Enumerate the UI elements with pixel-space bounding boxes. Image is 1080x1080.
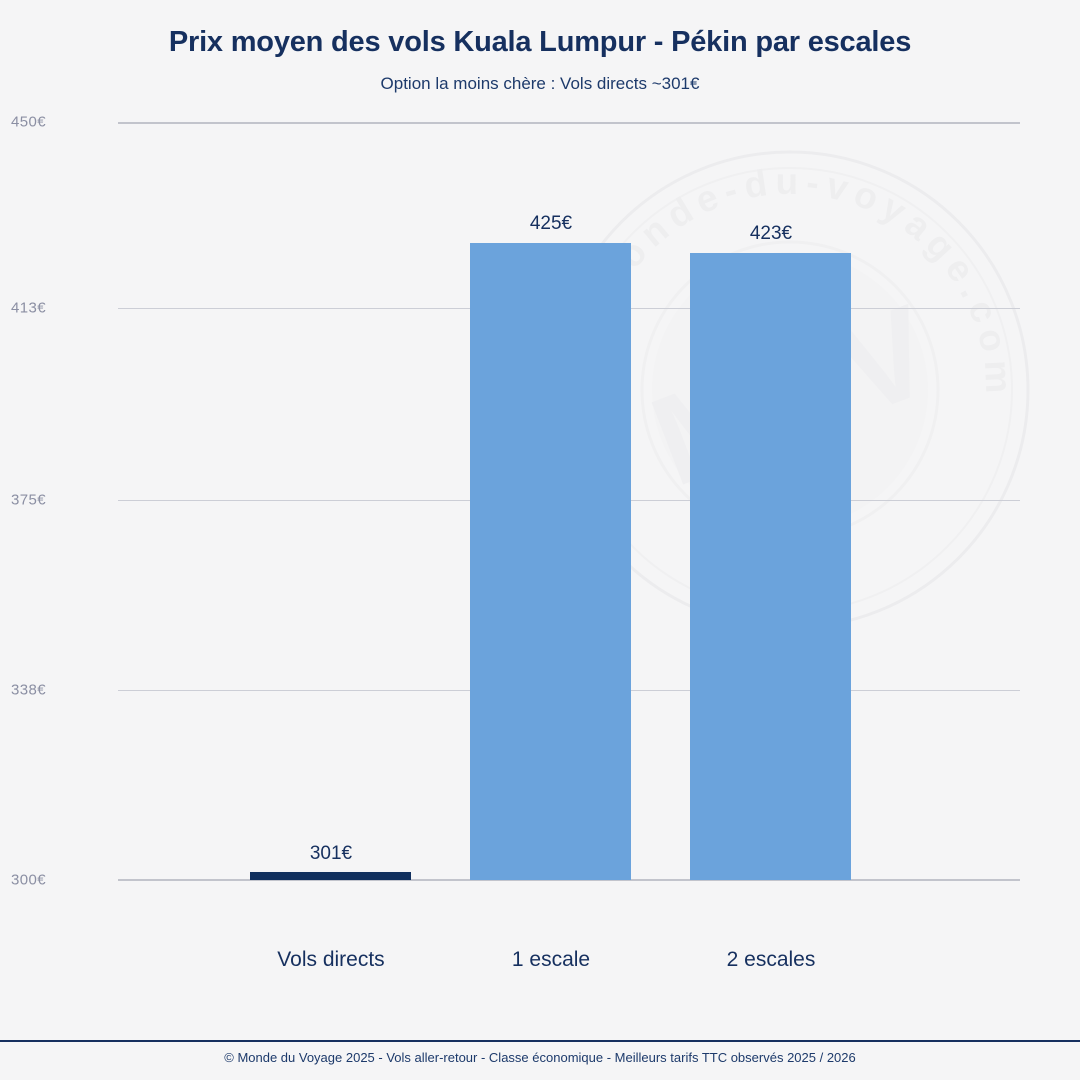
plot-area	[118, 122, 1020, 881]
bar-vols-directs[interactable]	[250, 872, 411, 880]
y-tick-label-338: 338€	[11, 681, 46, 699]
y-tick-label-300: 300€	[11, 871, 46, 889]
bar-value-vols-directs: 301€	[309, 843, 353, 864]
gridline-450	[118, 122, 1020, 124]
chart-subtitle: Option la moins chère : Vols directs ~30…	[380, 74, 700, 93]
category-label-vols-directs: Vols directs	[277, 948, 385, 971]
y-tick-label-413: 413€	[11, 299, 46, 317]
category-label-2-escales: 2 escales	[726, 948, 816, 971]
chart-title: Prix moyen des vols Kuala Lumpur - Pékin…	[168, 26, 912, 58]
footer-text: © Monde du Voyage 2025 - Vols aller-reto…	[224, 1050, 856, 1065]
gridline-baseline-300	[118, 879, 1020, 881]
bar-value-1-escale: 425€	[529, 213, 573, 234]
bar-1-escale[interactable]	[470, 243, 631, 880]
bar-2-escales[interactable]	[690, 253, 851, 880]
bar-value-2-escales: 423€	[749, 223, 793, 244]
y-tick-label-375: 375€	[11, 491, 46, 509]
category-label-1-escale: 1 escale	[511, 948, 591, 971]
y-tick-label-450: 450€	[11, 113, 46, 131]
footer-divider	[0, 1040, 1080, 1042]
